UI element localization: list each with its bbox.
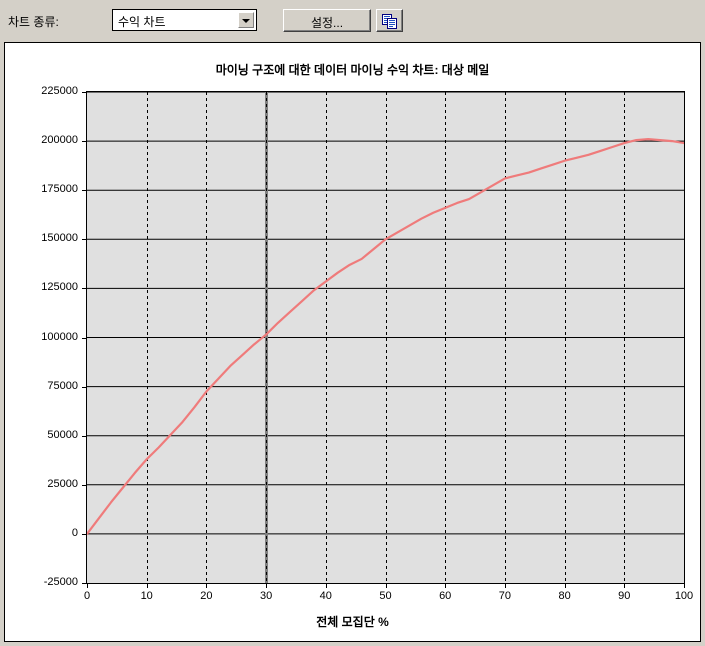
x-tick-label: 90 (618, 590, 631, 602)
y-tick-mark (82, 190, 87, 192)
y-tick-mark (82, 386, 87, 388)
y-tick-label: 200000 (41, 134, 78, 147)
copy-button[interactable] (376, 9, 403, 32)
y-tick-label: 0 (71, 526, 78, 539)
y-tick-mark (82, 533, 87, 535)
x-tick-label: 40 (319, 590, 332, 602)
x-axis-title: 전체 모집단 % (316, 615, 389, 629)
y-tick-label: 150000 (41, 232, 78, 245)
x-tick-mark (266, 583, 268, 588)
x-tick-label: 30 (259, 590, 273, 602)
y-tick-mark (82, 288, 87, 290)
y-tick-label: 125000 (41, 281, 78, 294)
y-tick-label: 50000 (47, 428, 78, 441)
chart-type-label: 차트 종류: (8, 15, 59, 29)
x-tick-label: 80 (558, 590, 571, 602)
chevron-down-icon[interactable] (238, 12, 254, 28)
chart-panel: 마이닝 구조에 대한 데이터 마이닝 수익 차트: 대상 메일 수익($) 전체… (4, 42, 701, 642)
x-tick-label: 20 (200, 590, 213, 602)
y-tick-label: -25000 (43, 576, 78, 588)
x-tick-mark (206, 583, 208, 588)
y-tick-label: 25000 (47, 477, 78, 490)
vertical-gridlines (147, 92, 625, 583)
chart-type-selected-value: 수익 차트 (118, 15, 166, 29)
x-tick-mark (504, 583, 506, 588)
y-tick-mark (82, 484, 87, 486)
profit-curve (87, 138, 684, 535)
x-tick-label: 50 (379, 590, 392, 602)
y-tick-mark (82, 435, 87, 437)
toolbar: 차트 종류: 수익 차트 설정... (0, 0, 705, 42)
y-tick-label: 175000 (41, 183, 78, 196)
chart-type-dropdown[interactable]: 수익 차트 (112, 9, 257, 31)
x-tick-mark (445, 583, 447, 588)
x-tick-mark (385, 583, 387, 588)
x-tick-mark (684, 583, 685, 588)
chart-title: 마이닝 구조에 대한 데이터 마이닝 수익 차트: 대상 메일 (215, 63, 490, 77)
settings-button[interactable]: 설정... (283, 9, 371, 32)
chart-plot (87, 92, 684, 583)
y-tick-mark (82, 141, 87, 143)
y-tick-mark (82, 583, 87, 584)
x-tick-label: 70 (498, 590, 512, 602)
x-tick-mark (87, 583, 88, 588)
x-tick-label: 10 (140, 590, 153, 602)
y-tick-mark (82, 337, 87, 339)
x-tick-mark (624, 583, 626, 588)
x-tick-mark (325, 583, 327, 588)
y-tick-label: 100000 (41, 330, 78, 343)
y-tick-label: 225000 (41, 85, 78, 97)
horizontal-gridlines (87, 92, 684, 535)
copy-icon (382, 14, 398, 32)
settings-button-label: 설정... (310, 16, 344, 30)
y-tick-label: 75000 (47, 379, 78, 392)
x-tick-label: 60 (439, 590, 452, 602)
plot-area (86, 91, 685, 584)
x-tick-label: 0 (83, 590, 91, 602)
x-tick-label: 100 (674, 590, 694, 602)
y-tick-mark (82, 239, 87, 241)
x-tick-mark (146, 583, 148, 588)
x-tick-mark (564, 583, 566, 588)
y-tick-mark (82, 92, 87, 93)
